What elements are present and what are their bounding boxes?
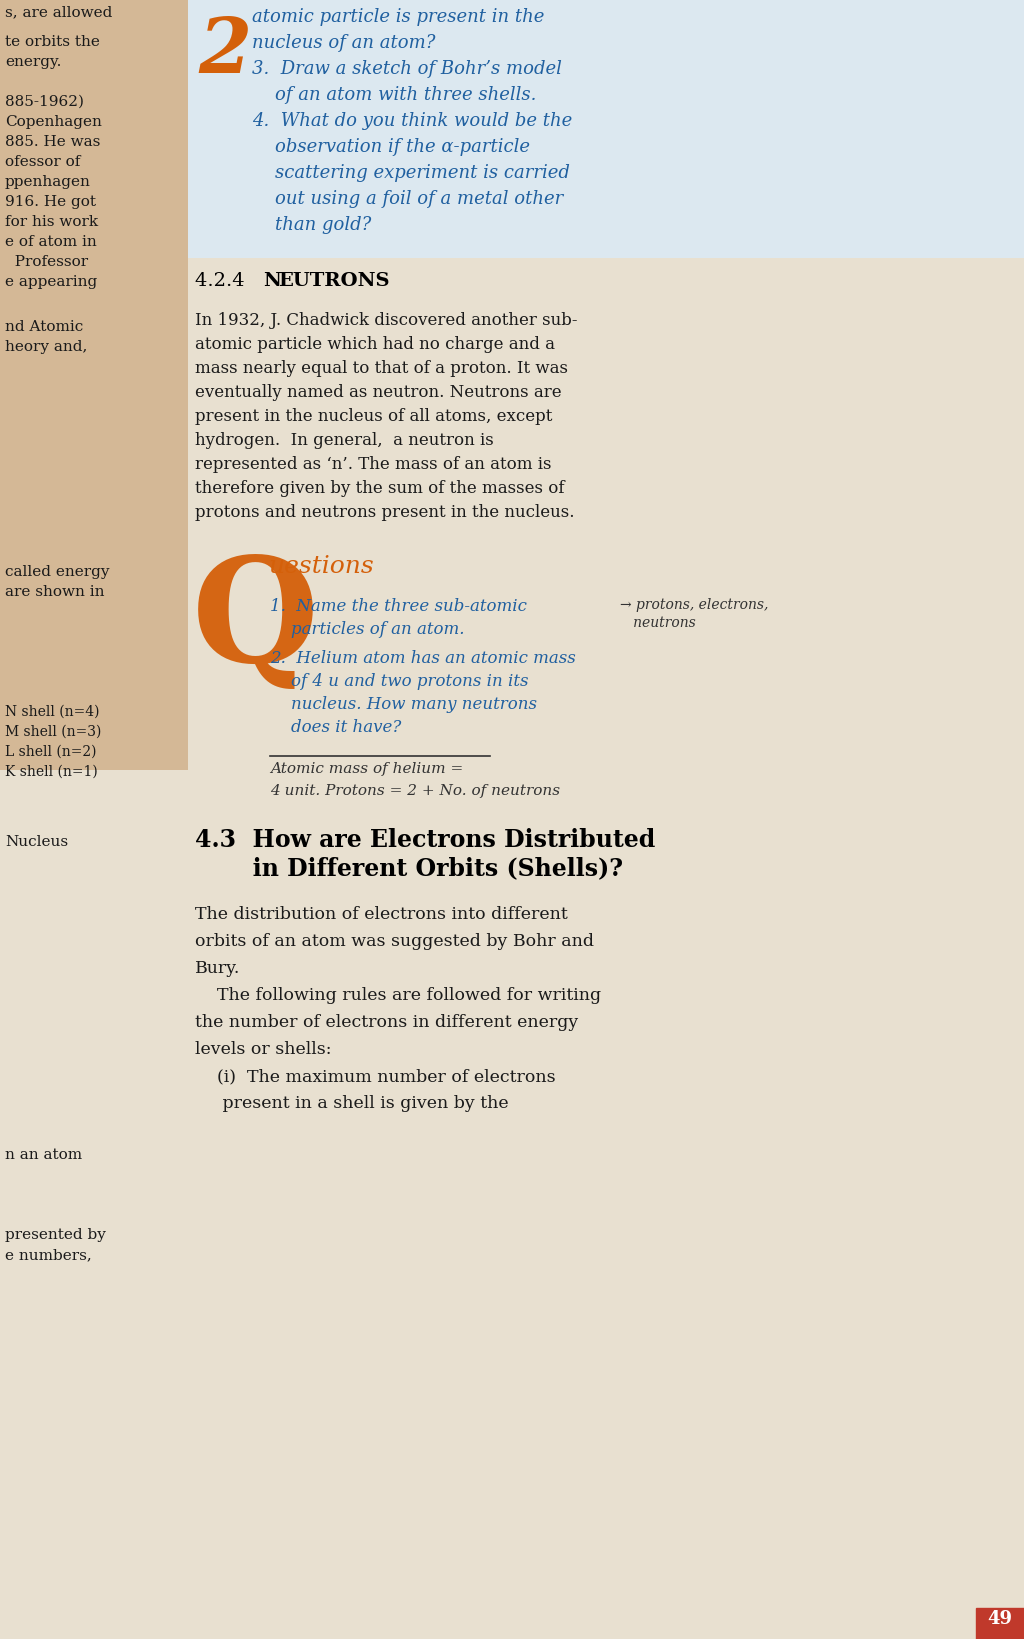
Text: protons and neutrons present in the nucleus.: protons and neutrons present in the nucl… [195, 505, 574, 521]
Text: 1.  Name the three sub-atomic: 1. Name the three sub-atomic [270, 598, 527, 615]
Text: levels or shells:: levels or shells: [195, 1041, 332, 1059]
Text: Q: Q [193, 552, 319, 693]
Text: Professor: Professor [5, 256, 88, 269]
Text: represented as ‘n’. The mass of an atom is: represented as ‘n’. The mass of an atom … [195, 456, 552, 474]
Text: eventually named as neutron. Neutrons are: eventually named as neutron. Neutrons ar… [195, 384, 561, 402]
Text: out using a foil of a metal other: out using a foil of a metal other [252, 190, 563, 208]
Bar [976, 1608, 1024, 1639]
Text: e of atom in: e of atom in [5, 234, 96, 249]
Bar [0, 0, 188, 770]
Text: The distribution of electrons into different: The distribution of electrons into diffe… [195, 906, 567, 923]
Text: EUTRONS: EUTRONS [278, 272, 389, 290]
Bar [188, 0, 1024, 257]
Text: 4.2.4: 4.2.4 [195, 272, 257, 290]
Text: observation if the α-particle: observation if the α-particle [252, 138, 530, 156]
Text: neutrons: neutrons [620, 616, 695, 629]
Text: 2.  Helium atom has an atomic mass: 2. Helium atom has an atomic mass [270, 651, 575, 667]
Text: In 1932, J. Chadwick discovered another sub-: In 1932, J. Chadwick discovered another … [195, 311, 578, 329]
Text: than gold?: than gold? [252, 216, 372, 234]
Text: Bury.: Bury. [195, 960, 241, 977]
Text: K shell (n=1): K shell (n=1) [5, 765, 97, 779]
Text: Nucleus: Nucleus [5, 834, 69, 849]
Text: 4 unit. Protons = 2 + No. of neutrons: 4 unit. Protons = 2 + No. of neutrons [270, 783, 560, 798]
Text: ofessor of: ofessor of [5, 156, 80, 169]
Text: therefore given by the sum of the masses of: therefore given by the sum of the masses… [195, 480, 564, 497]
Text: present in a shell is given by the: present in a shell is given by the [195, 1095, 509, 1111]
Text: scattering experiment is carried: scattering experiment is carried [252, 164, 570, 182]
Text: e numbers,: e numbers, [5, 1247, 92, 1262]
Text: particles of an atom.: particles of an atom. [270, 621, 465, 638]
Text: te orbits the: te orbits the [5, 34, 100, 49]
Text: for his work: for his work [5, 215, 98, 229]
Text: uestions: uestions [268, 556, 374, 579]
Text: in Different Orbits (Shells)?: in Different Orbits (Shells)? [195, 856, 624, 880]
Text: 3.  Draw a sketch of Bohr’s model: 3. Draw a sketch of Bohr’s model [252, 61, 562, 79]
Text: Atomic mass of helium =: Atomic mass of helium = [270, 762, 463, 775]
Text: ppenhagen: ppenhagen [5, 175, 91, 188]
Text: atomic particle is present in the: atomic particle is present in the [252, 8, 545, 26]
Text: n an atom: n an atom [5, 1147, 82, 1162]
Text: 4.  What do you think would be the: 4. What do you think would be the [252, 111, 572, 129]
Text: The following rules are followed for writing: The following rules are followed for wri… [195, 987, 601, 1005]
Text: 2: 2 [199, 15, 252, 89]
Text: orbits of an atom was suggested by Bohr and: orbits of an atom was suggested by Bohr … [195, 933, 594, 951]
Text: → protons, electrons,: → protons, electrons, [620, 598, 768, 611]
Text: 885-1962): 885-1962) [5, 95, 84, 110]
Text: mass nearly equal to that of a proton. It was: mass nearly equal to that of a proton. I… [195, 361, 568, 377]
Text: hydrogen.  In general,  a neutron is: hydrogen. In general, a neutron is [195, 433, 494, 449]
Text: (i)  The maximum number of electrons: (i) The maximum number of electrons [195, 1069, 556, 1085]
Text: N shell (n=4): N shell (n=4) [5, 705, 99, 720]
Text: e appearing: e appearing [5, 275, 97, 288]
Text: 49: 49 [987, 1609, 1013, 1628]
Text: of 4 u and two protons in its: of 4 u and two protons in its [270, 674, 528, 690]
Text: L shell (n=2): L shell (n=2) [5, 746, 96, 759]
Text: 4.3  How are Electrons Distributed: 4.3 How are Electrons Distributed [195, 828, 655, 852]
Text: heory and,: heory and, [5, 339, 87, 354]
Text: nd Atomic: nd Atomic [5, 320, 83, 334]
Text: are shown in: are shown in [5, 585, 104, 598]
Text: 916. He got: 916. He got [5, 195, 96, 210]
Text: N: N [263, 272, 281, 290]
Text: nucleus. How many neutrons: nucleus. How many neutrons [270, 697, 537, 713]
Text: s, are allowed: s, are allowed [5, 5, 113, 20]
Text: nucleus of an atom?: nucleus of an atom? [252, 34, 435, 52]
Text: does it have?: does it have? [270, 720, 401, 736]
Text: of an atom with three shells.: of an atom with three shells. [252, 85, 537, 103]
Text: energy.: energy. [5, 56, 61, 69]
Text: present in the nucleus of all atoms, except: present in the nucleus of all atoms, exc… [195, 408, 552, 425]
Text: atomic particle which had no charge and a: atomic particle which had no charge and … [195, 336, 555, 352]
Text: presented by: presented by [5, 1228, 105, 1242]
Text: the number of electrons in different energy: the number of electrons in different ene… [195, 1015, 579, 1031]
Text: 885. He was: 885. He was [5, 134, 100, 149]
Text: Copenhagen: Copenhagen [5, 115, 101, 129]
Text: M shell (n=3): M shell (n=3) [5, 724, 101, 739]
Text: called energy: called energy [5, 565, 110, 579]
